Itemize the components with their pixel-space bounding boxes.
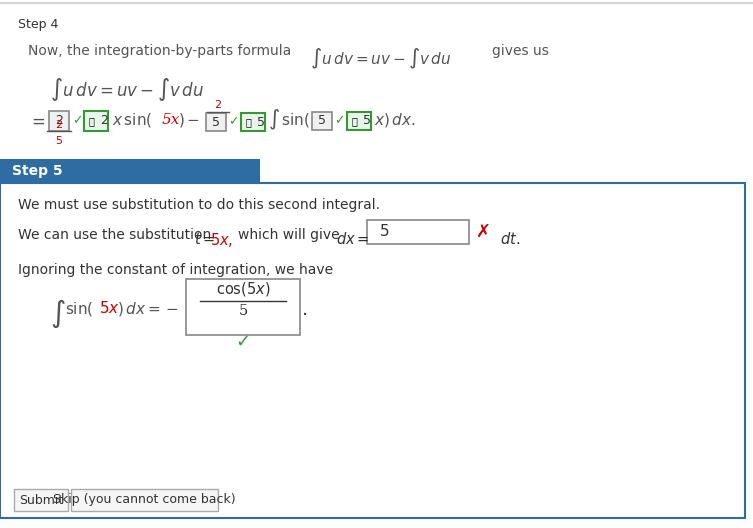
Text: ✓: ✓: [236, 333, 251, 351]
Text: which will give: which will give: [238, 228, 340, 242]
FancyBboxPatch shape: [0, 159, 260, 183]
FancyBboxPatch shape: [0, 183, 745, 518]
Text: Ignoring the constant of integration, we have: Ignoring the constant of integration, we…: [18, 263, 333, 277]
Text: 2: 2: [55, 115, 63, 127]
Text: $\int u\, dv = uv - \int v\, du$: $\int u\, dv = uv - \int v\, du$: [310, 47, 452, 71]
Text: $dt.$: $dt.$: [500, 231, 520, 247]
Text: $)\, dx = -$: $)\, dx = -$: [117, 300, 179, 318]
FancyBboxPatch shape: [347, 112, 371, 130]
Text: Step 5: Step 5: [12, 164, 62, 178]
Text: $=$: $=$: [28, 113, 45, 130]
Text: 5: 5: [380, 224, 389, 240]
Text: $t=$: $t=$: [194, 231, 215, 247]
Text: .: .: [302, 300, 308, 319]
Text: 2: 2: [56, 120, 62, 130]
Text: 5: 5: [318, 115, 326, 127]
Text: $5x,$: $5x,$: [210, 231, 233, 249]
Text: 5: 5: [257, 116, 265, 128]
Text: $x)\, dx.$: $x)\, dx.$: [374, 111, 416, 129]
Text: $\int u\, dv = uv - \int v\, du$: $\int u\, dv = uv - \int v\, du$: [50, 76, 204, 103]
Text: ✓: ✓: [334, 115, 345, 127]
FancyBboxPatch shape: [186, 279, 300, 335]
Text: 5: 5: [212, 116, 220, 128]
Text: 2: 2: [215, 100, 221, 110]
Text: $\cos(5x)$: $\cos(5x)$: [215, 280, 270, 298]
Text: Skip (you cannot come back): Skip (you cannot come back): [53, 494, 235, 506]
FancyBboxPatch shape: [241, 113, 265, 131]
Text: ✗: ✗: [476, 223, 491, 241]
Text: ✓: ✓: [72, 115, 83, 127]
FancyBboxPatch shape: [206, 113, 226, 131]
Text: $x\,\sin($: $x\,\sin($: [112, 111, 152, 129]
Text: Submit: Submit: [19, 494, 63, 506]
FancyBboxPatch shape: [49, 111, 69, 131]
FancyBboxPatch shape: [84, 111, 108, 131]
Text: 5: 5: [56, 136, 62, 146]
Text: 🔑: 🔑: [89, 116, 95, 126]
FancyBboxPatch shape: [71, 489, 218, 511]
Text: 🔑: 🔑: [352, 116, 358, 126]
Text: ✓: ✓: [228, 116, 239, 128]
Text: gives us: gives us: [492, 44, 549, 58]
Text: 5: 5: [239, 304, 248, 318]
Text: $\sin($: $\sin($: [65, 300, 93, 318]
Text: We must use substitution to do this second integral.: We must use substitution to do this seco…: [18, 198, 380, 212]
Text: We can use the substitution: We can use the substitution: [18, 228, 212, 242]
Text: 5x: 5x: [162, 113, 181, 127]
FancyBboxPatch shape: [14, 489, 68, 511]
Text: 🔑: 🔑: [246, 117, 252, 127]
Text: $\int$: $\int$: [50, 298, 66, 331]
Text: $\int\,\sin($: $\int\,\sin($: [268, 108, 310, 132]
Text: $dx=$: $dx=$: [336, 231, 370, 247]
Text: Step 4: Step 4: [18, 18, 59, 31]
Text: $) -$: $) -$: [178, 111, 200, 129]
Text: 2: 2: [100, 115, 108, 127]
Text: Now, the integration-by-parts formula: Now, the integration-by-parts formula: [28, 44, 291, 58]
FancyBboxPatch shape: [312, 112, 332, 130]
Text: $5x$: $5x$: [99, 300, 120, 316]
FancyBboxPatch shape: [367, 220, 469, 244]
Text: 5: 5: [363, 115, 371, 127]
